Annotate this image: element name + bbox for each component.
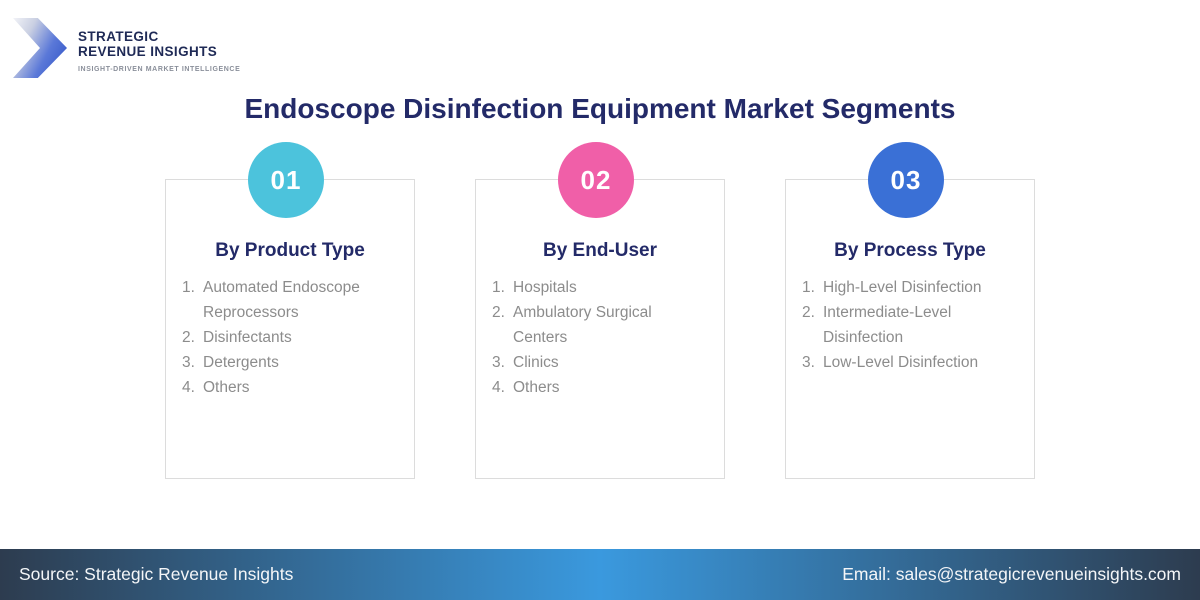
card-heading: By End-User — [542, 240, 658, 261]
list-item: High-Level Disinfection — [802, 275, 1020, 300]
list-item: Disinfectants — [182, 325, 400, 350]
card-process-type: 03 By Process Type High-Level Disinfecti… — [785, 142, 1035, 479]
brand-text: STRATEGIC REVENUE INSIGHTS INSIGHT-DRIVE… — [78, 10, 240, 73]
card-list: High-Level Disinfection Intermediate-Lev… — [786, 275, 1034, 375]
list-item: Detergents — [182, 350, 400, 375]
list-item: Hospitals — [492, 275, 710, 300]
chevron-arrow-icon — [13, 18, 67, 78]
list-item: Low-Level Disinfection — [802, 350, 1020, 375]
list-item-text: Disinfectants — [203, 329, 292, 346]
list-item: Ambulatory Surgical Centers — [492, 300, 710, 350]
card-number-badge: 03 — [868, 142, 944, 218]
list-item-text: Automated Endoscope Reprocessors — [203, 279, 360, 321]
card-heading: By Product Type — [215, 240, 365, 261]
footer-email: Email: sales@strategicrevenueinsights.co… — [842, 564, 1181, 584]
segment-cards: 01 By Product Type Automated Endoscope R… — [165, 142, 1035, 479]
brand-name-line2: REVENUE INSIGHTS — [78, 44, 218, 59]
list-item-text: Hospitals — [513, 279, 577, 296]
list-item-text: Others — [203, 379, 250, 396]
list-item: Others — [492, 375, 710, 400]
card-end-user: 02 By End-User Hospitals Ambulatory Surg… — [475, 142, 725, 479]
page-title: Endoscope Disinfection Equipment Market … — [244, 93, 956, 124]
card-heading: By Process Type — [834, 240, 986, 261]
brand-tagline: INSIGHT-DRIVEN MARKET INTELLIGENCE — [78, 66, 241, 73]
footer-source: Source: Strategic Revenue Insights — [19, 564, 294, 584]
list-item-text: Detergents — [203, 354, 279, 371]
list-item-text: High-Level Disinfection — [823, 279, 982, 296]
list-item-text: Others — [513, 379, 560, 396]
list-item-text: Low-Level Disinfection — [823, 354, 979, 371]
list-item: Automated Endoscope Reprocessors — [182, 275, 400, 325]
list-item-text: Clinics — [513, 354, 559, 371]
card-list: Automated Endoscope Reprocessors Disinfe… — [166, 275, 414, 400]
card-number-badge: 02 — [558, 142, 634, 218]
brand-name-line1: STRATEGIC — [78, 29, 159, 44]
list-item: Clinics — [492, 350, 710, 375]
list-item-text: Ambulatory Surgical Centers — [513, 304, 652, 346]
brand-logo: STRATEGIC REVENUE INSIGHTS INSIGHT-DRIVE… — [13, 10, 240, 78]
list-item: Others — [182, 375, 400, 400]
footer-bar: Source: Strategic Revenue Insights Email… — [0, 549, 1200, 600]
list-item: Intermediate-Level Disinfection — [802, 300, 1020, 350]
card-list: Hospitals Ambulatory Surgical Centers Cl… — [476, 275, 724, 400]
card-number-badge: 01 — [248, 142, 324, 218]
list-item-text: Intermediate-Level Disinfection — [823, 304, 952, 346]
card-product-type: 01 By Product Type Automated Endoscope R… — [165, 142, 415, 479]
